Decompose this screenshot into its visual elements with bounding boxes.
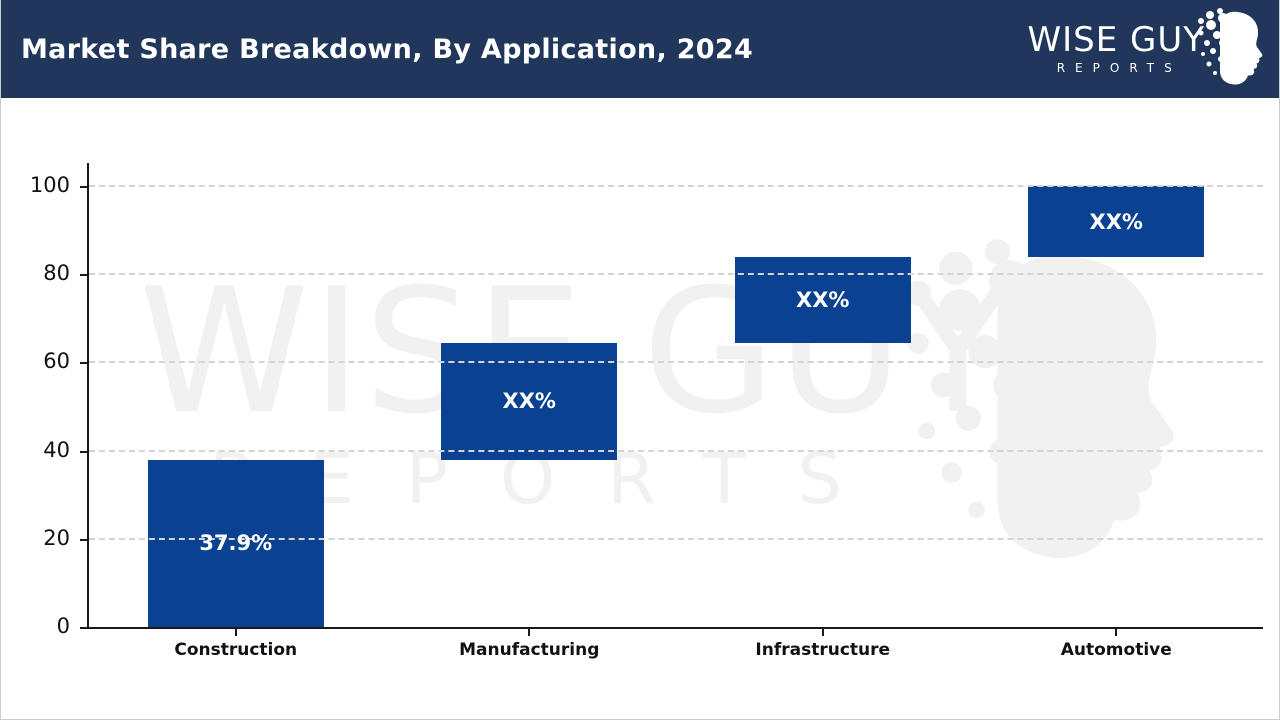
bar-automotive [1028, 186, 1205, 257]
y-axis-line [87, 163, 89, 629]
y-tick-mark-80 [80, 274, 87, 277]
watermark-head-icon [905, 239, 1174, 558]
y-tick-mark-0 [80, 627, 87, 629]
bar-value-label: XX% [502, 389, 556, 414]
gridline-20 [89, 537, 1263, 540]
x-tick-mark-construction [234, 629, 237, 636]
x-category-label-construction: Construction [174, 640, 298, 660]
y-tick-mark-100 [80, 186, 87, 188]
y-tick-label-20: 20 [43, 525, 70, 550]
y-tick-label-40: 40 [43, 437, 70, 462]
bar-infrastructure [734, 257, 911, 343]
y-tick-mark-20 [80, 538, 87, 541]
x-tick-mark-infrastructure [821, 629, 824, 636]
gridline-60 [89, 361, 1263, 364]
y-tick-label-100: 100 [29, 173, 70, 197]
x-category-label-infrastructure: Infrastructure [755, 640, 891, 660]
wiseguy-logo-text: WISE GUY REPORTS [1027, 20, 1205, 75]
wiseguy-head-icon [1198, 8, 1263, 85]
y-tick-label-60: 60 [43, 349, 70, 374]
gridline-40 [89, 449, 1263, 452]
y-tick-label-80: 80 [43, 261, 70, 286]
wiseguy-logo: WISE GUY REPORTS [1027, 6, 1265, 92]
gridline-80 [89, 273, 1263, 276]
logo-wiseguy-label: WISE GUY [1027, 20, 1205, 61]
x-tick-mark-automotive [1115, 629, 1118, 636]
logo-reports-label: REPORTS [1056, 60, 1182, 75]
gridline-100 [89, 185, 1263, 187]
x-tick-mark-manufacturing [528, 629, 531, 636]
bar-construction [147, 459, 324, 627]
x-category-label-manufacturing: Manufacturing [459, 640, 600, 660]
chart-title: Market Share Breakdown, By Application, … [21, 33, 754, 65]
y-tick-label-0: 0 [56, 614, 70, 638]
bar-value-label: XX% [1089, 209, 1143, 234]
x-axis-line [87, 627, 1263, 629]
y-tick-mark-60 [80, 362, 87, 365]
y-tick-mark-40 [80, 450, 87, 453]
x-category-label-automotive: Automotive [1060, 640, 1172, 660]
header-band: Market Share Breakdown, By Application, … [1, 0, 1279, 98]
bar-value-label: XX% [796, 287, 850, 312]
bar-value-label: 37.9% [199, 531, 273, 556]
